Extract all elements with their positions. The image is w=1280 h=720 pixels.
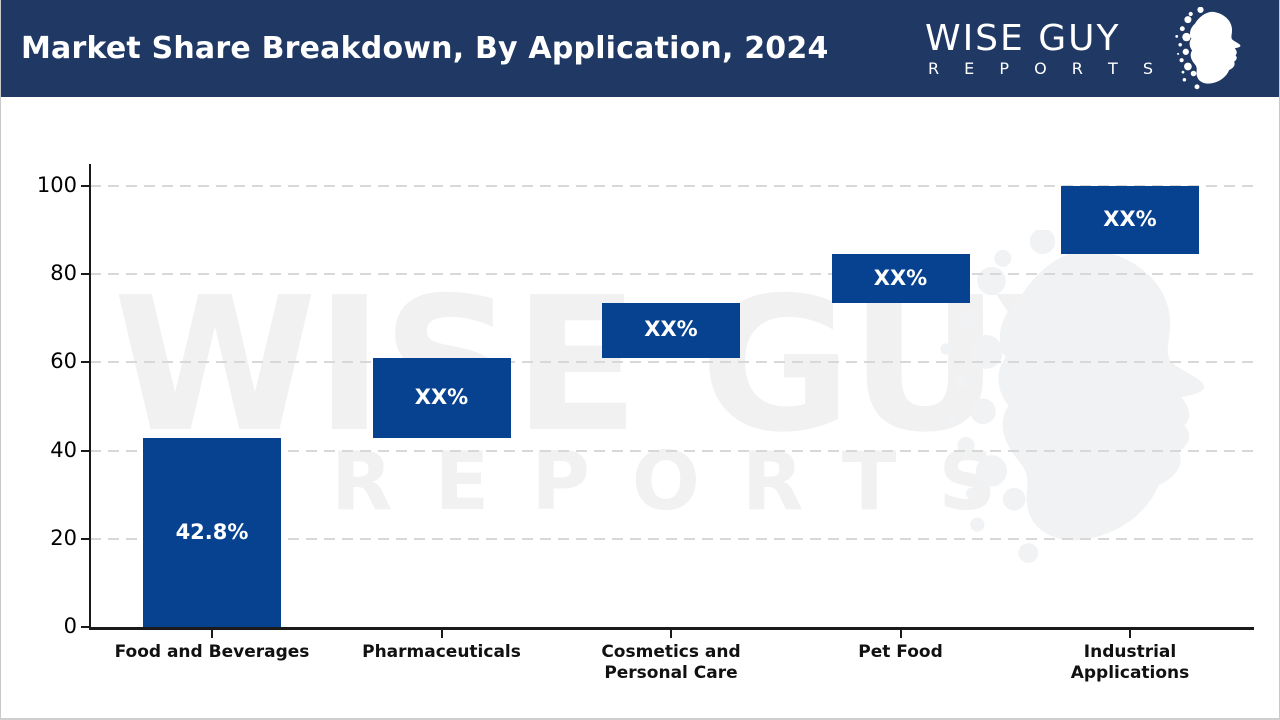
gridline: [90, 537, 1257, 540]
watermark-face-icon: [940, 230, 1205, 563]
logo-wordmark: WISE GUY: [924, 17, 1121, 59]
y-tick-label: 0: [63, 614, 77, 638]
y-tick-mark: [81, 185, 90, 187]
y-tick-mark: [81, 273, 90, 276]
y-axis: [89, 164, 91, 630]
x-category-label: Industrial Applications: [1070, 642, 1190, 684]
bar-value-label: XX%: [414, 385, 469, 410]
gridline: [90, 185, 1257, 187]
x-tick-mark: [1129, 630, 1131, 638]
bar-segment: [602, 302, 740, 358]
x-axis: [89, 627, 1254, 630]
wiseguy-logo: WISE GUY R E P O R T S: [924, 6, 1261, 91]
y-tick-mark: [81, 449, 90, 452]
x-tick-mark: [211, 630, 213, 638]
bar-value-label: XX%: [873, 265, 928, 290]
bar-value-label: XX%: [644, 317, 698, 342]
gridline: [90, 449, 1257, 452]
bar-segment: [372, 357, 511, 439]
y-tick-mark: [81, 537, 90, 540]
bar-value-label: XX%: [1103, 207, 1157, 232]
x-category-label: Pet Food: [858, 642, 943, 662]
header: Market Share Breakdown, By Application, …: [1, 0, 1279, 97]
bar-segment: [1061, 186, 1199, 255]
bar-value-label: 42.8%: [175, 519, 249, 544]
bar-segment: [831, 254, 970, 303]
x-tick-mark: [440, 630, 443, 638]
y-tick-label: 40: [50, 437, 77, 462]
x-category-label: Cosmetics and Personal Care: [601, 642, 741, 684]
page-title: Market Share Breakdown, By Application, …: [21, 31, 829, 66]
y-tick-label: 20: [50, 525, 77, 550]
y-tick-mark: [81, 626, 90, 628]
x-category-label: Pharmaceuticals: [362, 642, 521, 662]
chart-area: WISE GUY REPORTS 0 20 40 60 80 100 42.8% XX% XX%…: [1, 97, 1279, 718]
y-tick-mark: [81, 361, 90, 364]
bar-segment: [143, 438, 281, 627]
logo-subtitle: R E P O R T S: [927, 58, 1163, 78]
x-tick-mark: [670, 630, 672, 638]
x-category-label: Food and Beverages: [114, 642, 310, 662]
x-tick-mark: [899, 630, 902, 638]
gridline: [90, 273, 1257, 276]
y-tick-label: 80: [50, 261, 77, 286]
y-tick-label: 60: [50, 349, 77, 374]
wiseguy-logo-text: WISE GUY R E P O R T S: [924, 17, 1163, 78]
wiseguy-face-icon: [1175, 6, 1241, 89]
y-tick-label: 100: [36, 173, 77, 197]
gridline: [90, 361, 1257, 364]
